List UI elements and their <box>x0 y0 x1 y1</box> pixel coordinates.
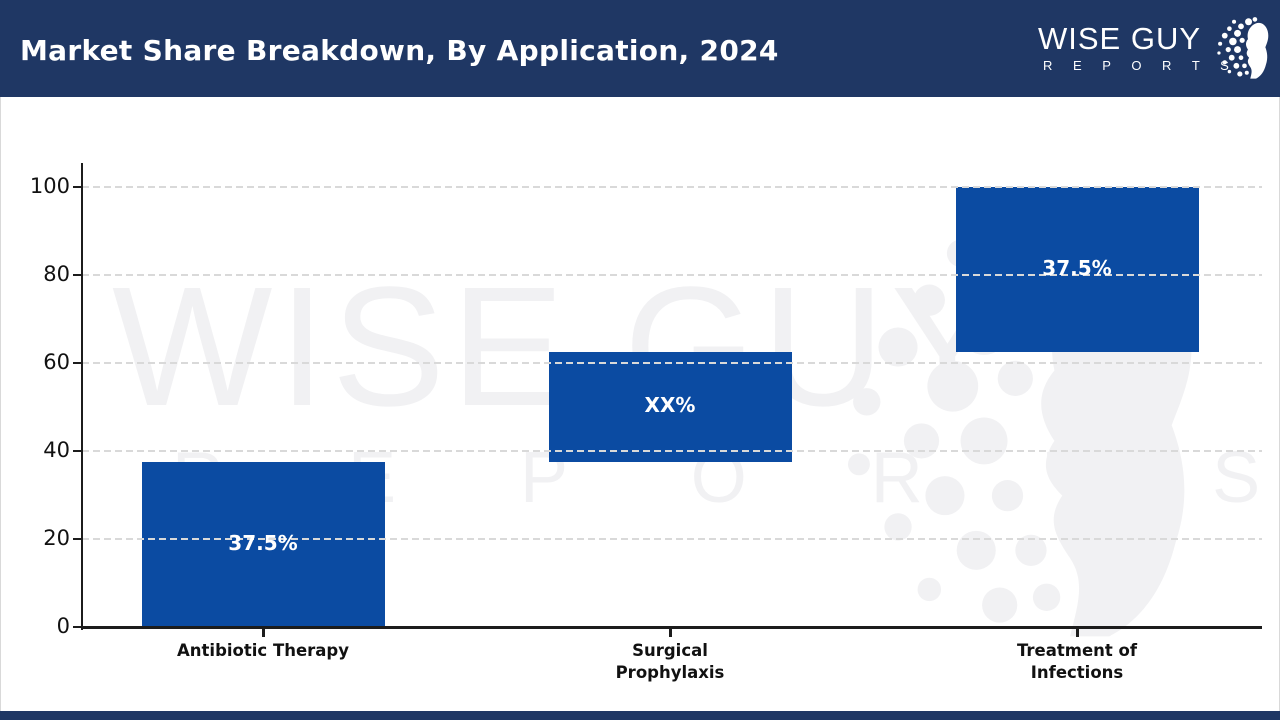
y-axis-tick-label: 100 <box>29 174 70 198</box>
x-axis-category-label: Surgical Prophylaxis <box>615 641 725 682</box>
y-axis-tick-label: 20 <box>43 526 70 550</box>
brand-logo: WISE GUY R E P O R T S <box>1038 7 1270 91</box>
y-axis-tick-label: 80 <box>43 262 70 286</box>
logo-wordmark: WISE GUY R E P O R T S <box>1038 21 1238 74</box>
y-axis-tick <box>73 450 81 452</box>
x-axis-category-label: Treatment of Infections <box>1016 641 1138 682</box>
gridline <box>82 186 1262 188</box>
footer-bar <box>0 711 1280 720</box>
gridline <box>82 538 1262 540</box>
gridline <box>82 274 1262 276</box>
bar-segment <box>548 352 792 462</box>
logo-wordmark-line2: R E P O R T S <box>1043 58 1238 73</box>
y-axis-tick <box>73 362 81 364</box>
bar-value-label: 37.5% <box>1042 255 1112 280</box>
bar-segment <box>141 462 385 627</box>
y-axis-line <box>81 163 83 630</box>
page-title: Market Share Breakdown, By Application, … <box>20 34 779 67</box>
y-axis-tick-label: 60 <box>43 350 70 374</box>
bar-value-label: XX% <box>644 393 696 417</box>
y-axis-tick-label: 40 <box>43 438 70 462</box>
logo-wordmark-line1: WISE GUY <box>1038 21 1202 56</box>
y-axis-tick <box>73 186 81 188</box>
bar-value-label: 37.5% <box>228 530 298 555</box>
x-axis-category-label: Antibiotic Therapy <box>177 641 349 660</box>
header: Market Share Breakdown, By Application, … <box>0 0 1280 97</box>
gridline <box>82 450 1262 452</box>
bar-segment <box>955 187 1199 352</box>
y-axis-tick <box>73 538 81 540</box>
x-axis-tick <box>1076 629 1079 637</box>
x-axis-tick <box>262 629 265 637</box>
y-axis-tick <box>73 274 81 276</box>
gridline <box>82 362 1262 364</box>
y-axis-tick <box>73 626 81 628</box>
x-axis-tick <box>669 629 672 637</box>
x-axis-line <box>81 626 1262 629</box>
page-left-edge <box>0 97 1 711</box>
chart-plot-area: 37.5% XX% 37.5% 0 20 40 60 80 100 Antibiotic Ther… <box>0 97 1280 711</box>
y-axis-tick-label: 0 <box>56 614 70 638</box>
logo-face-icon <box>1217 17 1269 79</box>
